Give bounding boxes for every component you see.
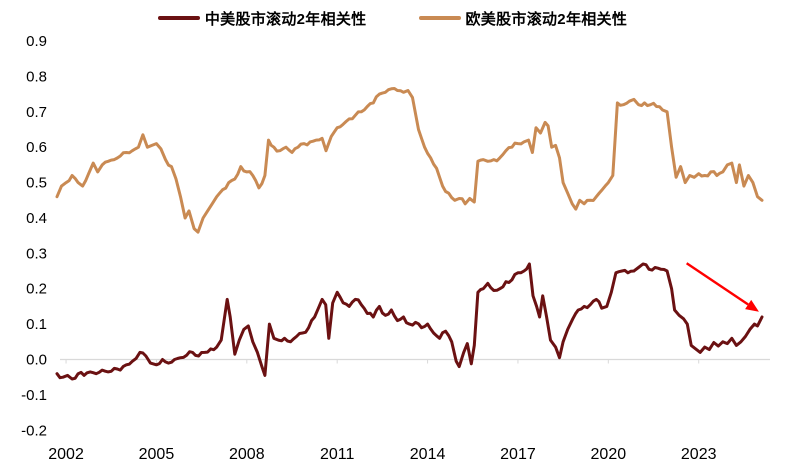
x-tick-label: 2014: [410, 446, 446, 463]
trend-arrow-shaft: [685, 262, 749, 306]
x-tick-label: 2011: [320, 446, 355, 463]
series-line-eu-us: [55, 87, 764, 234]
x-tick-label: 2008: [229, 446, 265, 463]
y-tick-label: 0.6: [26, 139, 47, 156]
y-tick-label: 0.1: [26, 316, 47, 333]
legend-item-eu-us: 欧美股市滚动2年相关性: [418, 8, 628, 29]
x-tick-label: 2020: [591, 446, 627, 463]
legend-label-cn-us: 中美股市滚动2年相关性: [204, 10, 367, 28]
legend-line-swatch-cn-us: [157, 16, 200, 20]
y-tick-label: 0.8: [26, 68, 47, 85]
y-tick-label: 0.3: [26, 245, 47, 262]
x-tick-label: 2005: [139, 446, 175, 463]
x-tick-label: 2002: [48, 446, 84, 463]
y-tick-label: 0.9: [26, 33, 47, 50]
x-tick-label: 2023: [681, 446, 717, 463]
trend-arrow-head: [745, 299, 759, 312]
series-line-cn-us: [55, 262, 764, 381]
legend-line-swatch-eu-us: [418, 16, 461, 20]
x-tick-label: 2017: [500, 446, 536, 463]
y-tick-label: 0.7: [26, 104, 47, 121]
legend-item-cn-us: 中美股市滚动2年相关性: [157, 8, 367, 29]
y-tick-label: 0.0: [26, 352, 47, 369]
chart-legend: 中美股市滚动2年相关性 欧美股市滚动2年相关性: [0, 6, 785, 30]
y-tick-label: -0.1: [21, 387, 47, 404]
y-tick-label: 0.2: [26, 281, 47, 298]
y-tick-label: 0.4: [26, 210, 47, 227]
y-tick-label: -0.2: [21, 422, 47, 439]
y-tick-label: 0.5: [26, 175, 47, 192]
legend-label-eu-us: 欧美股市滚动2年相关性: [465, 10, 628, 28]
